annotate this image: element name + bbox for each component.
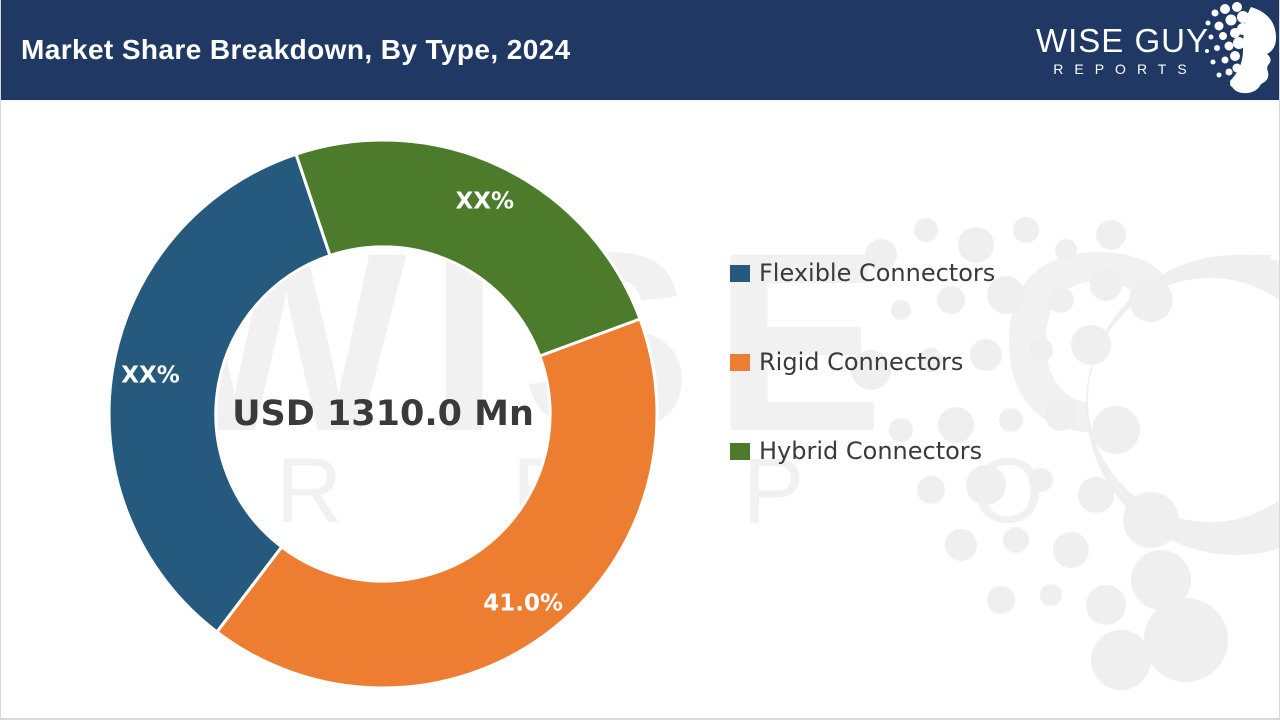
legend-label-hybrid: Hybrid Connectors bbox=[759, 437, 983, 465]
watermark-face-dots bbox=[851, 217, 1279, 690]
legend-swatch-hybrid bbox=[730, 442, 750, 460]
legend-item-flexible-connectors: Flexible Connectors bbox=[730, 256, 995, 290]
chart-legend: Flexible Connectors Rigid Connectors Hyb… bbox=[730, 256, 995, 523]
page-title: Market Share Breakdown, By Type, 2024 bbox=[21, 34, 571, 65]
wise-guy-logo: WISE GUY REPORTS bbox=[1031, 0, 1279, 100]
legend-swatch-rigid bbox=[730, 353, 750, 371]
logo-wordmark: WISE GUY bbox=[1035, 22, 1209, 59]
donut-segment bbox=[215, 317, 659, 690]
donut-segment bbox=[107, 152, 332, 634]
header-bar: Market Share Breakdown, By Type, 2024 WI… bbox=[1, 0, 1279, 100]
legend-item-hybrid-connectors: Hybrid Connectors bbox=[730, 434, 995, 468]
legend-label-rigid: Rigid Connectors bbox=[759, 348, 964, 376]
chart-center-value: USD 1310.0 Mn bbox=[232, 394, 534, 434]
legend-swatch-flexible bbox=[730, 264, 750, 282]
logo-subtext: REPORTS bbox=[1053, 61, 1198, 77]
watermark: WISE GUY R E P O R T S bbox=[1, 100, 1279, 718]
donut-segment-label: XX% bbox=[121, 363, 180, 389]
wise-guy-face-icon bbox=[1205, 2, 1277, 94]
legend-label-flexible: Flexible Connectors bbox=[759, 259, 996, 287]
donut-segment-label: 41.0% bbox=[483, 590, 563, 616]
logo-text: WISE GUY REPORTS bbox=[1036, 24, 1209, 77]
legend-item-rigid-connectors: Rigid Connectors bbox=[730, 345, 995, 379]
donut-chart: XX% 41.0% XX% bbox=[107, 138, 659, 690]
donut-segment bbox=[294, 138, 642, 358]
donut-segment-label: XX% bbox=[456, 189, 515, 215]
